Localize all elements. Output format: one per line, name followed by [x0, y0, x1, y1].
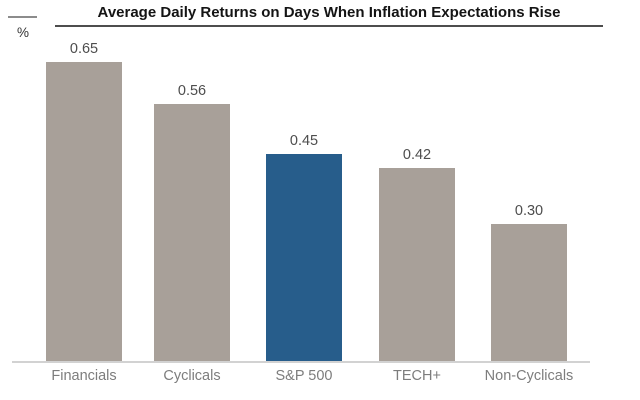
bar-financials: [46, 62, 122, 362]
bar-non-cyclicals: [491, 224, 567, 362]
category-label-financials: Financials: [51, 368, 117, 384]
value-label-non-cyclicals: 0.30: [514, 203, 544, 219]
value-label-cyclicals: 0.56: [177, 83, 207, 99]
y-axis-top-tick: [8, 16, 37, 18]
value-label-s-p-500: 0.45: [289, 133, 319, 149]
category-label-tech: TECH+: [393, 368, 441, 384]
value-label-financials: 0.65: [69, 41, 99, 57]
category-label-non-cyclicals: Non-Cyclicals: [484, 368, 574, 384]
x-axis-line: [12, 361, 590, 363]
y-axis-unit-label: %: [16, 25, 29, 40]
bar-tech: [379, 168, 455, 362]
category-label-s-p-500: S&P 500: [275, 368, 333, 384]
category-label-cyclicals: Cyclicals: [163, 368, 221, 384]
value-label-tech: 0.42: [402, 147, 432, 163]
chart-title: Average Daily Returns on Days When Infla…: [55, 4, 603, 27]
bar-cyclicals: [154, 104, 230, 362]
bar-s-p-500: [266, 154, 342, 362]
